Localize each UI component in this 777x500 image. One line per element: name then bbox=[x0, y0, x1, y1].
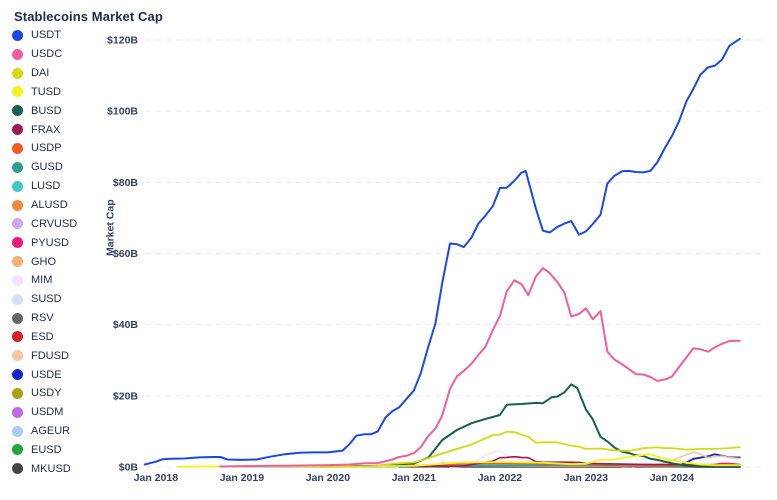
y-tick-label: $80B bbox=[113, 177, 139, 189]
legend-swatch-mim bbox=[12, 274, 23, 286]
y-tick-label: $100B bbox=[107, 106, 138, 118]
legend-item-alusd[interactable]: ALUSD bbox=[12, 196, 77, 215]
legend-label: USDC bbox=[31, 48, 63, 61]
legend-label: CRVUSD bbox=[31, 217, 78, 230]
legend-label: DAI bbox=[31, 67, 50, 80]
legend-label: GHO bbox=[31, 255, 57, 268]
legend-label: USDP bbox=[31, 142, 62, 155]
legend-label: USDY bbox=[31, 387, 62, 400]
page-title: Stablecoins Market Cap bbox=[14, 9, 163, 24]
legend-swatch-busd bbox=[12, 105, 23, 117]
legend-swatch-usdm bbox=[12, 406, 23, 418]
legend-item-eusd[interactable]: EUSD bbox=[12, 441, 77, 460]
legend-swatch-mkusd bbox=[12, 463, 23, 475]
legend-item-usdm[interactable]: USDM bbox=[12, 403, 77, 422]
legend-swatch-usde bbox=[12, 369, 23, 381]
legend-swatch-lusd bbox=[12, 180, 23, 192]
legend-swatch-eusd bbox=[12, 444, 23, 456]
legend-swatch-gho bbox=[12, 256, 23, 268]
y-tick-label: $0B bbox=[119, 462, 139, 474]
legend-item-rsv[interactable]: RSV bbox=[12, 309, 77, 328]
x-tick-label: Jan 2024 bbox=[650, 472, 695, 484]
legend-swatch-frax bbox=[12, 124, 23, 136]
legend-item-dai[interactable]: DAI bbox=[12, 64, 77, 83]
legend-item-busd[interactable]: BUSD bbox=[12, 101, 77, 120]
x-tick-label: Jan 2020 bbox=[306, 472, 351, 484]
legend-item-crvusd[interactable]: CRVUSD bbox=[12, 214, 77, 233]
legend: USDT USDC DAI TUSD BUSD FRAX USDP GUSD LUSD ALUSD… bbox=[12, 26, 77, 478]
x-tick-label: Jan 2019 bbox=[220, 472, 265, 484]
legend-label: TUSD bbox=[31, 85, 61, 98]
legend-swatch-pyusd bbox=[12, 237, 23, 249]
legend-item-lusd[interactable]: LUSD bbox=[12, 177, 77, 196]
legend-swatch-crvusd bbox=[12, 218, 23, 230]
legend-label: RSV bbox=[31, 312, 54, 325]
x-tick-label: Jan 2021 bbox=[392, 472, 437, 484]
legend-item-mim[interactable]: MIM bbox=[12, 271, 77, 290]
legend-item-usdy[interactable]: USDY bbox=[12, 384, 77, 403]
series-line-tusd bbox=[176, 453, 741, 468]
legend-swatch-ageur bbox=[12, 425, 23, 437]
legend-swatch-usdt bbox=[12, 29, 23, 41]
legend-label: USDT bbox=[31, 29, 61, 42]
legend-swatch-usdc bbox=[12, 48, 23, 60]
legend-item-usdt[interactable]: USDT bbox=[12, 26, 77, 45]
legend-label: PYUSD bbox=[31, 236, 69, 249]
legend-item-frax[interactable]: FRAX bbox=[12, 120, 77, 139]
legend-swatch-esd bbox=[12, 331, 23, 343]
legend-item-usde[interactable]: USDE bbox=[12, 365, 77, 384]
legend-label: AGEUR bbox=[31, 425, 71, 438]
legend-label: ALUSD bbox=[31, 199, 68, 212]
series-line-usdt bbox=[143, 37, 741, 466]
legend-swatch-rsv bbox=[12, 312, 23, 324]
y-tick-label: $40B bbox=[113, 319, 139, 331]
legend-item-tusd[interactable]: TUSD bbox=[12, 83, 77, 102]
legend-item-esd[interactable]: ESD bbox=[12, 328, 77, 347]
legend-item-usdp[interactable]: USDP bbox=[12, 139, 77, 158]
x-tick-label: Jan 2023 bbox=[564, 472, 609, 484]
series-line-busd bbox=[305, 383, 741, 468]
legend-item-ageur[interactable]: AGEUR bbox=[12, 422, 77, 441]
legend-label: GUSD bbox=[31, 161, 63, 174]
legend-item-gho[interactable]: GHO bbox=[12, 252, 77, 271]
legend-label: MIM bbox=[31, 274, 53, 287]
legend-item-susd[interactable]: SUSD bbox=[12, 290, 77, 309]
series-line-dai bbox=[320, 430, 741, 468]
legend-label: MKUSD bbox=[31, 462, 71, 475]
legend-item-gusd[interactable]: GUSD bbox=[12, 158, 77, 177]
legend-label: ESD bbox=[31, 330, 54, 343]
legend-label: FDUSD bbox=[31, 349, 69, 362]
legend-label: BUSD bbox=[31, 104, 62, 117]
legend-swatch-tusd bbox=[12, 86, 23, 98]
y-tick-label: $20B bbox=[113, 390, 139, 402]
series-line-usdc bbox=[219, 267, 741, 468]
legend-swatch-usdp bbox=[12, 142, 23, 154]
legend-label: USDM bbox=[31, 406, 64, 419]
legend-label: EUSD bbox=[31, 443, 62, 456]
legend-label: FRAX bbox=[31, 123, 61, 136]
x-tick-label: Jan 2022 bbox=[478, 472, 523, 484]
legend-item-mkusd[interactable]: MKUSD bbox=[12, 459, 77, 478]
y-tick-label: $60B bbox=[113, 248, 139, 260]
legend-label: LUSD bbox=[31, 180, 61, 193]
legend-swatch-usdy bbox=[12, 387, 23, 399]
legend-label: SUSD bbox=[31, 293, 62, 306]
legend-swatch-gusd bbox=[12, 161, 23, 173]
legend-swatch-dai bbox=[12, 67, 23, 79]
legend-item-fdusd[interactable]: FDUSD bbox=[12, 346, 77, 365]
legend-swatch-susd bbox=[12, 293, 23, 305]
legend-swatch-fdusd bbox=[12, 350, 23, 362]
legend-swatch-alusd bbox=[12, 199, 23, 211]
x-tick-label: Jan 2018 bbox=[134, 472, 179, 484]
legend-item-pyusd[interactable]: PYUSD bbox=[12, 233, 77, 252]
legend-label: USDE bbox=[31, 368, 62, 381]
y-tick-label: $120B bbox=[107, 35, 138, 47]
legend-item-usdc[interactable]: USDC bbox=[12, 45, 77, 64]
